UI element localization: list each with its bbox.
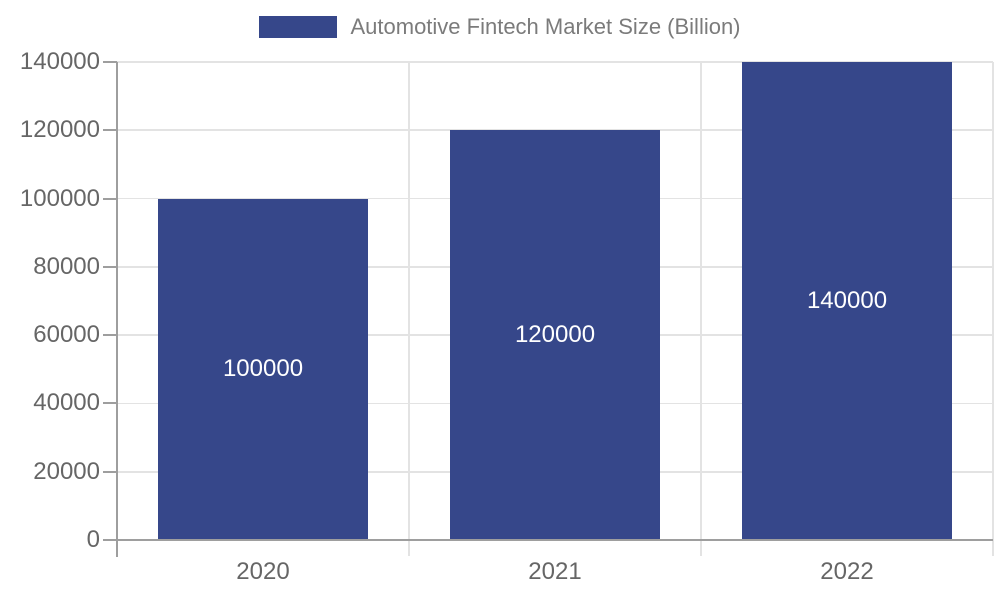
x-tick-label-2022: 2022 (820, 558, 874, 585)
y-tick-mark (103, 470, 117, 473)
bar-value-label-2022: 140000 (806, 287, 888, 314)
gridline-vertical (700, 62, 702, 556)
legend-swatch (259, 16, 338, 38)
y-tick-label: 80000 (33, 252, 100, 280)
x-tick-label-2021: 2021 (528, 558, 582, 585)
y-tick-label: 120000 (19, 116, 100, 144)
y-tick-label: 60000 (33, 321, 100, 349)
bar-2022: 140000 (742, 62, 952, 540)
x-tick-label-2020: 2020 (236, 558, 290, 585)
bar-2021: 120000 (450, 130, 660, 540)
bar-2020: 100000 (158, 198, 368, 540)
y-tick-mark (103, 402, 117, 405)
gridline-vertical (992, 62, 994, 556)
bar-value-label-2021: 120000 (514, 321, 596, 349)
y-tick-label: 140000 (19, 48, 100, 75)
y-tick-label: 0 (86, 526, 100, 553)
y-tick-label: 20000 (33, 457, 100, 485)
y-tick-mark (103, 61, 117, 63)
plot-area: 100000 120000 140000 (116, 61, 994, 556)
y-tick-mark (103, 334, 117, 337)
y-tick-mark (103, 539, 117, 541)
gridline-horizontal (117, 61, 993, 63)
y-axis-line (116, 62, 118, 557)
y-tick-mark (103, 197, 117, 200)
legend: Automotive Fintech Market Size (Billion) (0, 14, 1000, 40)
x-axis-line (103, 539, 993, 541)
y-tick-mark (103, 129, 117, 132)
gridline-vertical (408, 62, 410, 556)
legend-label: Automotive Fintech Market Size (Billion) (350, 14, 741, 39)
y-tick-mark (103, 265, 117, 268)
y-tick-label: 40000 (33, 389, 100, 417)
y-tick-label: 100000 (19, 184, 100, 212)
bar-value-label-2020: 100000 (222, 355, 304, 383)
